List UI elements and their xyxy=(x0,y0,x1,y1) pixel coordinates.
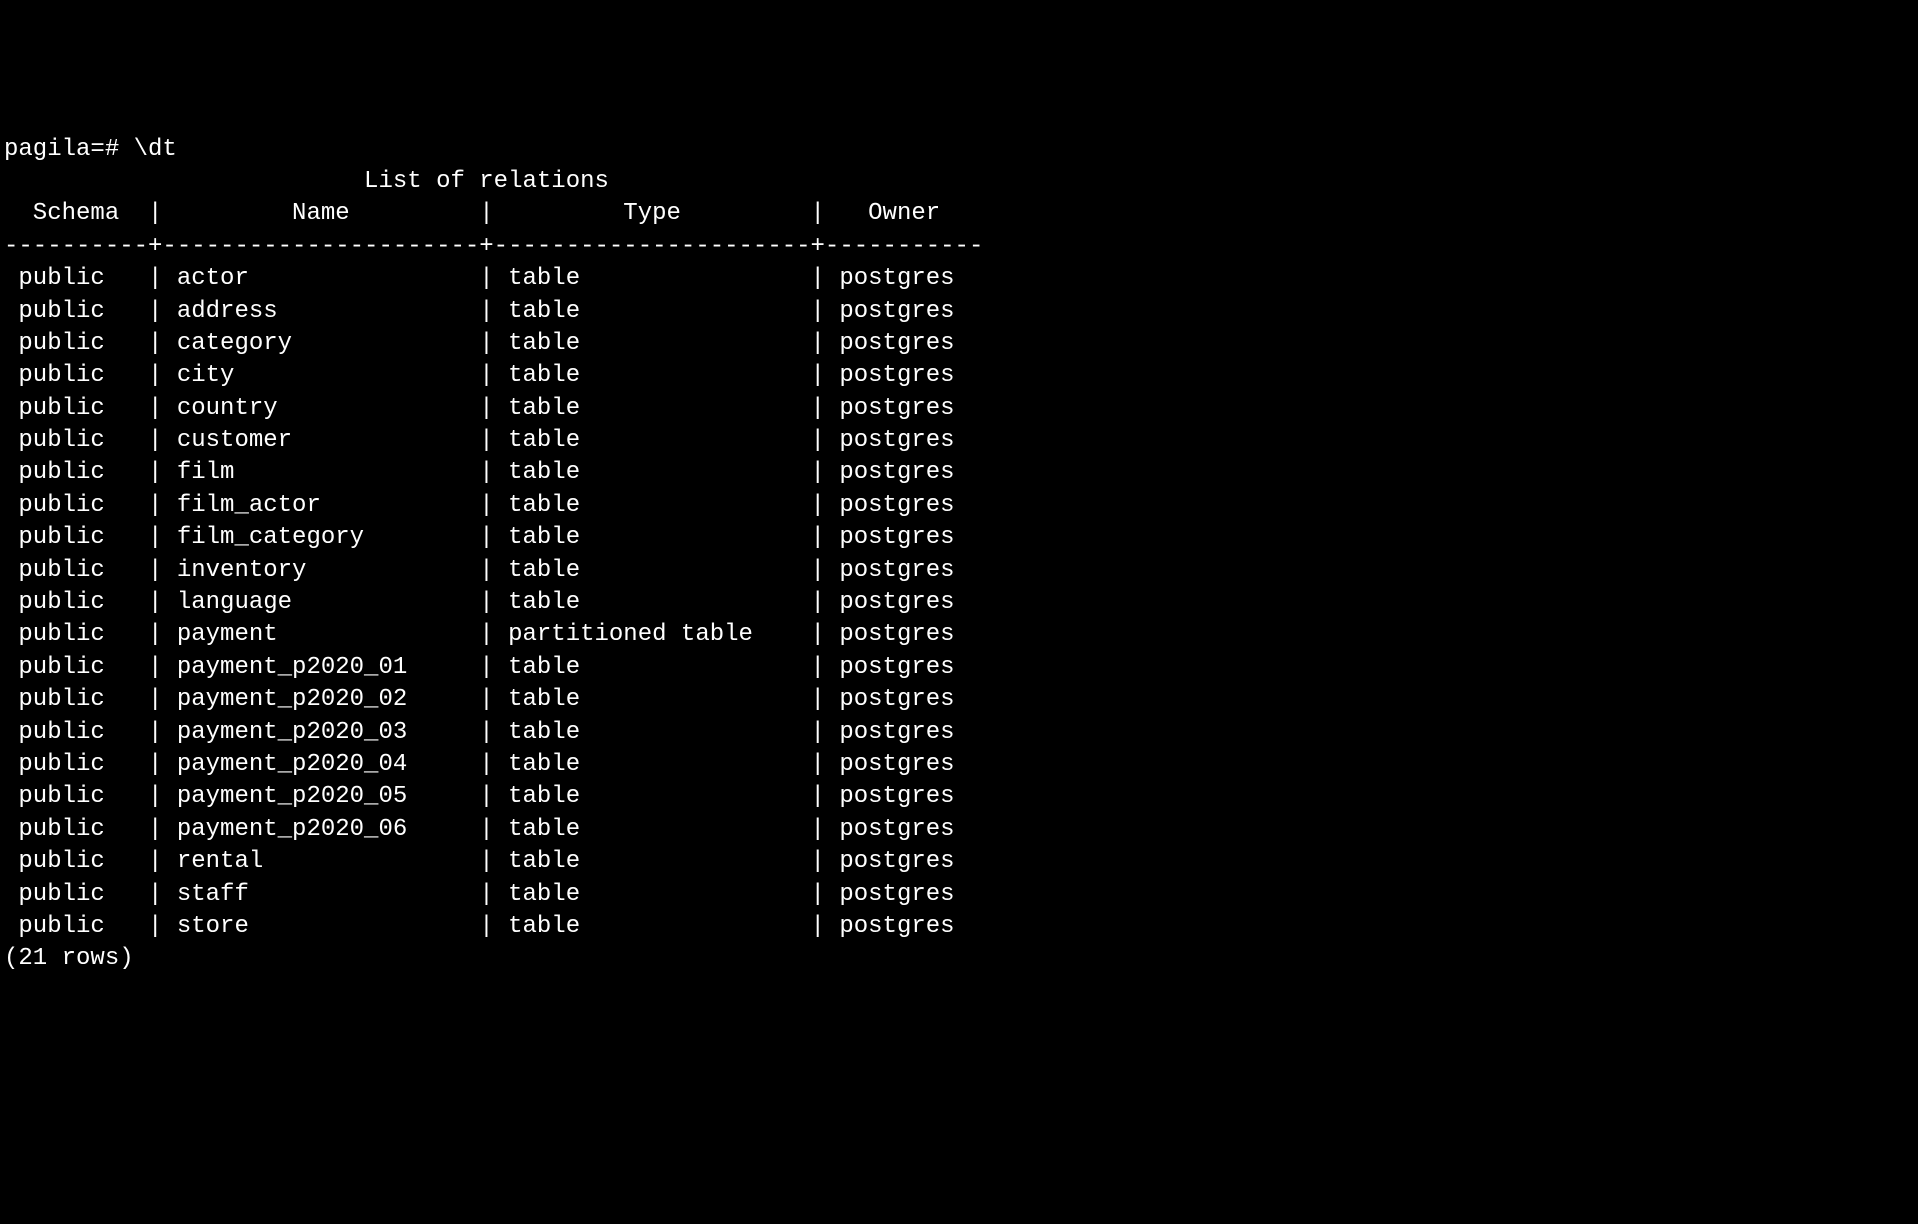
table-header: Schema | Name | Type | Owner xyxy=(4,200,983,227)
table-body: public | actor | table | postgres public… xyxy=(4,265,983,940)
prompt: pagila=# xyxy=(4,136,134,163)
row-count: (21 rows) xyxy=(4,945,134,972)
command: \dt xyxy=(134,136,177,163)
prompt-line: pagila=# \dt xyxy=(4,136,177,163)
table-title: List of relations xyxy=(4,168,609,195)
table-separator: ----------+----------------------+------… xyxy=(4,233,983,260)
terminal-output[interactable]: pagila=# \dt List of relations Schema | … xyxy=(4,134,1914,976)
